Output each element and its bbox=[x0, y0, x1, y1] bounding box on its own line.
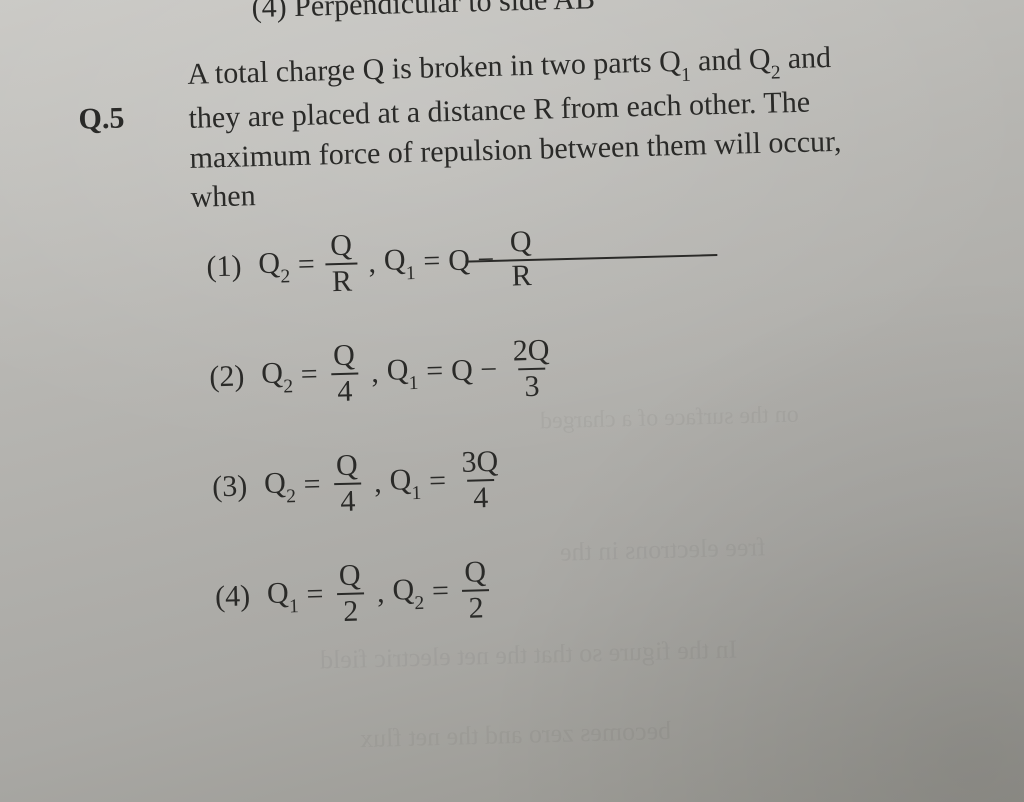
option-1: (1) Q2 = Q R , Q1 = Q − bbox=[206, 214, 997, 301]
comma: , bbox=[368, 244, 376, 282]
ghost-text: becomes zero and the net flux bbox=[360, 716, 672, 754]
option-number: (1) bbox=[206, 247, 259, 286]
question-stem: A total charge Q is broken in two parts … bbox=[187, 35, 995, 217]
option-4: (4) Q1 = Q 2 , Q2 = Q bbox=[214, 544, 1005, 631]
equals: = bbox=[297, 246, 315, 284]
option-equation: Q2 = Q R , Q1 = Q − Q bbox=[258, 221, 699, 298]
term: Q − bbox=[451, 351, 498, 390]
equals: = bbox=[306, 576, 324, 614]
prev-option-4: (4) Perpendicular to side AB bbox=[251, 0, 990, 26]
comma: , bbox=[371, 354, 379, 392]
fraction: 3Q 4 bbox=[455, 447, 505, 514]
question-body: A total charge Q is broken in two parts … bbox=[187, 35, 1006, 631]
page: In the figure so that the net electric f… bbox=[0, 0, 1024, 802]
fraction-den: R bbox=[505, 259, 538, 292]
fraction: Q 4 bbox=[327, 340, 362, 407]
equals: = bbox=[426, 352, 444, 390]
question-5: Q.5 A total charge Q is broken in two pa… bbox=[71, 35, 1006, 634]
fraction-num: Q bbox=[330, 450, 364, 483]
option-number: (3) bbox=[212, 467, 265, 506]
var: Q1 bbox=[383, 241, 416, 284]
equals: = bbox=[431, 572, 449, 610]
fraction-num: Q bbox=[327, 340, 361, 373]
fraction-den: 2 bbox=[337, 592, 365, 627]
ghost-text: In the figure so that the net electric f… bbox=[320, 635, 738, 676]
fraction-den: 4 bbox=[334, 482, 362, 517]
var: Q1 bbox=[389, 461, 422, 504]
option-equation: Q1 = Q 2 , Q2 = Q 2 bbox=[266, 557, 495, 629]
fraction-num: Q bbox=[503, 227, 537, 260]
fraction: Q R bbox=[503, 227, 538, 292]
equals: = bbox=[303, 466, 321, 504]
equals: = bbox=[429, 462, 447, 500]
content-block: (3) Along the diagonal (4) Perpendicular… bbox=[68, 0, 1005, 634]
var: Q2 bbox=[261, 354, 294, 397]
options-list: (1) Q2 = Q R , Q1 = Q − bbox=[206, 214, 1006, 631]
question-number: Q.5 bbox=[71, 56, 202, 634]
option-equation: Q2 = Q 4 , Q1 = Q − 2Q bbox=[260, 335, 558, 409]
fraction-den: 4 bbox=[331, 372, 359, 407]
var: Q1 bbox=[267, 574, 300, 617]
fraction-den: 4 bbox=[467, 479, 495, 514]
fraction-den: 2 bbox=[462, 589, 490, 624]
stem-text: A total charge Q is broken in two parts … bbox=[187, 45, 681, 91]
stem-text: and Q bbox=[690, 43, 771, 78]
fraction-num: 2Q bbox=[506, 335, 555, 368]
option-2: (2) Q2 = Q 4 , Q1 = Q − bbox=[208, 324, 999, 411]
var: Q2 bbox=[258, 244, 291, 287]
fraction: Q 2 bbox=[333, 560, 368, 627]
subscript: 2 bbox=[771, 62, 781, 83]
option-number: (2) bbox=[209, 357, 262, 396]
option-3: (3) Q2 = Q 4 , Q1 = 3Q bbox=[211, 434, 1002, 521]
option-number: (4) bbox=[215, 577, 268, 616]
comma: , bbox=[374, 464, 382, 502]
equals: = bbox=[300, 356, 318, 394]
fraction: Q 4 bbox=[330, 450, 365, 517]
fraction-num: Q bbox=[458, 557, 492, 590]
fraction-den: R bbox=[326, 262, 359, 297]
fraction: Q 2 bbox=[458, 557, 493, 624]
fraction-num: Q bbox=[324, 230, 358, 263]
comma: , bbox=[377, 574, 385, 612]
var: Q1 bbox=[386, 351, 419, 394]
option-equation: Q2 = Q 4 , Q1 = 3Q 4 bbox=[263, 447, 507, 519]
stem-text: and bbox=[780, 41, 832, 75]
prev-question-tail: (3) Along the diagonal (4) Perpendicular… bbox=[228, 0, 990, 27]
fraction-num: Q bbox=[333, 560, 367, 593]
subscript: 1 bbox=[681, 65, 691, 86]
fraction: 2Q 3 bbox=[506, 335, 556, 402]
fraction-den: 3 bbox=[518, 367, 546, 402]
fraction: Q R bbox=[324, 230, 359, 297]
equals: = bbox=[423, 242, 441, 280]
var: Q2 bbox=[392, 571, 425, 614]
fraction-num: 3Q bbox=[455, 447, 504, 480]
var: Q2 bbox=[264, 464, 297, 507]
